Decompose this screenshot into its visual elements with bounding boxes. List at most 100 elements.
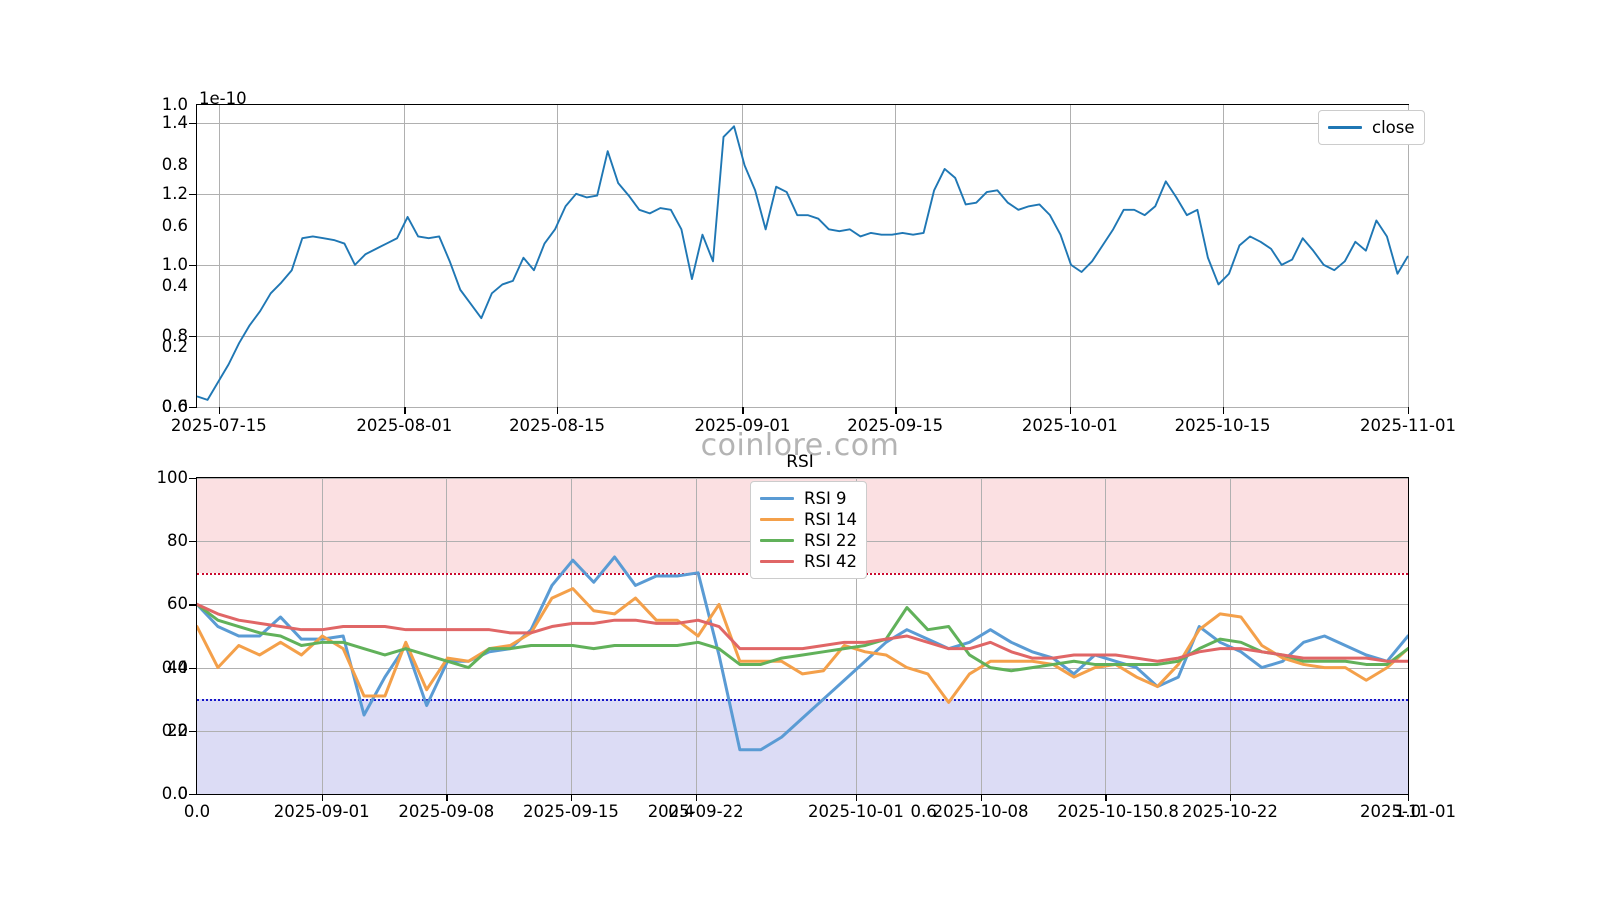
rsi-y-tick-label-secondary: 0.4 [161,657,188,677]
rsi-y-tick-label-secondary: 0.2 [161,720,188,740]
price-close-line [196,125,1409,401]
price-x-tickmark [557,407,559,414]
legend-swatch-icon [760,518,794,521]
rsi-x-tickmark [980,794,982,801]
price-gridline-v [742,105,744,407]
price-gridline-v [895,105,897,407]
legend-item-label: RSI 42 [804,552,858,571]
legend-item[interactable]: RSI 42 [760,551,857,572]
price-gridline-h [197,335,1408,337]
rsi-line-series [197,555,1408,752]
rsi-x-tick-label: 2025-10-22 [1181,802,1278,821]
legend-item[interactable]: RSI 14 [760,509,857,530]
rsi-gridline-h [197,667,1408,669]
rsi-y-tick-label: 40 [167,657,188,677]
price-y-tickmark [189,264,196,267]
price-y-tick-label: 1.2 [161,183,188,203]
rsi-gridline-h [197,730,1408,732]
oversold-band [197,699,1408,794]
legend-item-label: RSI 22 [804,531,858,550]
price-x-tick-label: 2025-07-15 [170,416,267,435]
legend-item-label: RSI 14 [804,510,858,529]
price-x-tick-label: 2025-09-15 [847,416,944,435]
rsi-y-tickmark [189,667,196,669]
rsi-x-tickmark [1105,794,1107,801]
rsi-y-tick-label: 80 [167,531,188,551]
price-y-tick-label-secondary: 0.6 [161,215,188,235]
price-y-tick-label: 1.4 [161,112,188,132]
rsi-y-tick-label: 60 [167,594,188,614]
legend-swatch-icon [1328,126,1362,129]
price-x-tick-label: 2025-09-01 [694,416,791,435]
price-y-tickmark [189,193,196,196]
y-axis-offset-label: 1e-10 [199,89,247,108]
price-x-tickmark [404,407,406,414]
oversold-threshold-line [197,699,1408,702]
rsi-line-rsi-22 [197,602,1408,673]
rsi-x-tick-label: 2025-09-15 [523,802,619,821]
price-x-tick-label: 2025-10-15 [1174,416,1271,435]
price-gridline-v [218,105,220,407]
price-chart-panel [196,104,1409,408]
rsi-x-tickmark [321,794,323,801]
rsi-x-tickmark [1408,794,1410,801]
price-x-tick-label: 2025-08-15 [509,416,605,435]
price-y-tickmark [189,122,196,125]
rsi-x-tick-label: 2025-10-15 [1057,802,1154,821]
price-x-tickmark [895,407,897,414]
rsi-x-tickmark [446,794,448,801]
rsi-gridline-h [197,604,1408,606]
rsi-gridline-v [570,478,572,794]
rsi-x-tick-label: 2025-09-01 [273,802,370,821]
price-y-tick-label: 0.6 [161,397,188,416]
rsi-gridline-v [446,478,448,794]
price-line-series [196,125,1409,401]
price-gridline-h [197,193,1408,195]
rsi-x-tick-label-secondary: 0.8 [1152,802,1179,821]
price-y-tick-label: 1.0 [161,254,188,274]
price-y-tickmark [189,407,196,409]
price-y-tick-label: 0.8 [161,325,188,345]
price-gridline-h [197,264,1408,266]
price-y-tick-label-secondary: 0.2 [161,336,188,356]
rsi-x-tickmark [570,794,573,801]
legend-item-label: close [1372,118,1415,137]
legend-swatch-icon [760,539,794,542]
legend-item[interactable]: RSI 9 [760,488,857,509]
price-y-tick-label-secondary: 0.8 [161,155,188,175]
price-gridline-v [1408,105,1409,407]
price-gridline-v [1069,105,1071,407]
rsi-x-tick-label: 2025-10-01 [807,802,904,821]
rsi-x-tick-label-secondary: 1.0 [1394,802,1422,821]
price-x-tick-label: 2025-08-01 [356,416,453,435]
price-y-tick-label-secondary: 1.0 [161,95,188,114]
rsi-x-tick-label: 2025-09-22 [647,802,744,821]
price-gridline-h [197,122,1408,124]
rsi-line-rsi-9 [197,555,1408,752]
price-gridline-h [197,407,1408,408]
price-y-tick-label-secondary: 0.0 [161,397,188,416]
rsi-gridline-v [1408,478,1409,794]
price-x-tickmark [1069,407,1072,414]
rsi-x-tick-label-secondary: 0.6 [910,802,937,821]
legend-item[interactable]: close [1328,117,1415,138]
rsi-y-tickmark [189,794,196,796]
price-gridline-v [1222,105,1224,407]
price-x-tickmark [218,407,221,414]
rsi-x-tick-label: 2025-09-08 [398,802,495,821]
rsi-y-tickmark [189,604,196,606]
price-x-tickmark [1222,407,1224,414]
rsi-legend: RSI 9 RSI 14 RSI 22 RSI 42 [750,481,868,579]
rsi-gridline-v [855,478,857,794]
rsi-gridline-v [1105,478,1107,794]
price-gridline-v [557,105,559,407]
price-gridline-v [404,105,406,407]
legend-item-label: RSI 9 [804,489,847,508]
legend-item[interactable]: RSI 22 [760,530,857,551]
rsi-y-tickmark [189,478,196,480]
price-x-tick-label: 2025-10-01 [1021,416,1118,435]
rsi-y-tickmark [189,541,196,543]
price-legend: close [1318,110,1425,145]
rsi-gridline-v [1229,478,1231,794]
